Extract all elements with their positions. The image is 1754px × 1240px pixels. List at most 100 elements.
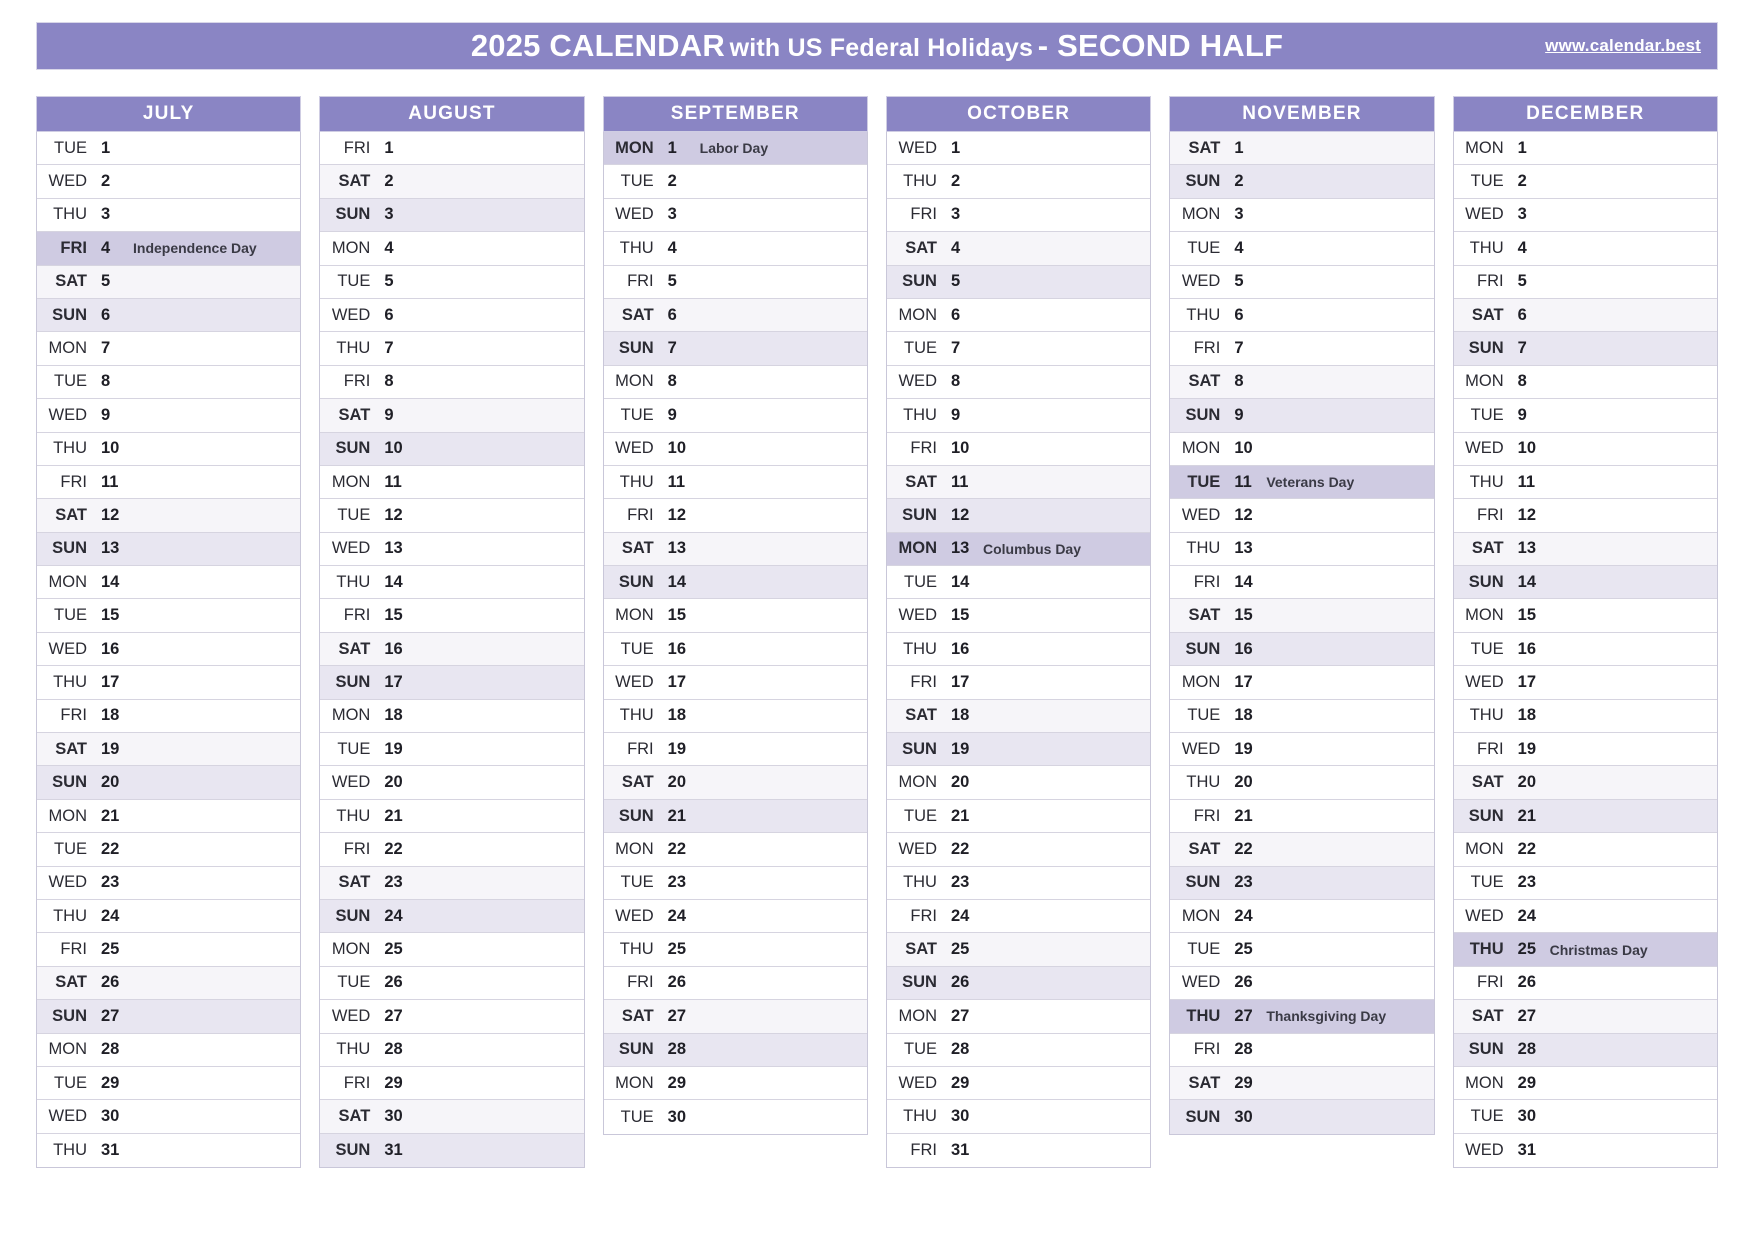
day-row[interactable]: TUE 9 (1453, 399, 1717, 433)
day-row[interactable]: SUN 24 (320, 899, 584, 934)
day-row[interactable]: WED 24 (1453, 899, 1717, 934)
day-row[interactable]: SUN 20 (37, 766, 301, 800)
day-row[interactable]: MON 1 (1453, 132, 1717, 166)
day-row[interactable]: TUE 9 (603, 399, 867, 433)
day-row[interactable]: MON 22 (603, 833, 867, 867)
day-row[interactable]: SAT 27 (1453, 1000, 1717, 1034)
day-row[interactable]: MON 17 (1170, 666, 1434, 700)
day-row[interactable]: SUN 12 (886, 499, 1151, 533)
day-row[interactable]: SUN 31 (320, 1133, 584, 1168)
day-row[interactable]: WED 17 (1453, 666, 1717, 700)
day-row[interactable]: WED 2 (37, 165, 301, 199)
day-row[interactable]: SUN 13 (37, 532, 301, 567)
day-row[interactable]: MON 24 (1170, 899, 1434, 934)
day-row[interactable]: SAT 27 (603, 1000, 867, 1034)
day-row[interactable]: SUN 5 (886, 265, 1151, 299)
day-row[interactable]: SUN 19 (886, 733, 1151, 767)
day-row[interactable]: MON 7 (37, 332, 301, 366)
day-row[interactable]: WED 24 (603, 899, 867, 934)
day-row[interactable]: SAT 16 (320, 632, 584, 667)
day-row[interactable]: FRI 7 (1170, 332, 1434, 366)
day-row[interactable]: WED 9 (37, 399, 301, 433)
day-row[interactable]: WED 3 (1453, 198, 1717, 233)
day-row[interactable]: FRI 19 (1453, 733, 1717, 767)
day-row[interactable]: SAT 22 (1170, 833, 1434, 867)
day-row[interactable]: TUE 23 (1453, 866, 1717, 900)
day-row[interactable]: WED 22 (886, 833, 1151, 867)
day-row[interactable]: FRI 10 (886, 432, 1151, 466)
day-row[interactable]: SUN 26 (886, 966, 1151, 1001)
day-row[interactable]: WED 1 (886, 132, 1151, 166)
day-row[interactable]: SAT 29 (1170, 1066, 1434, 1101)
day-row[interactable]: SUN 2 (1170, 165, 1434, 199)
day-row[interactable]: THU 6 (1170, 298, 1434, 333)
day-row[interactable]: SAT 1 (1170, 132, 1434, 166)
day-row[interactable]: SAT 13 (603, 532, 867, 567)
day-row[interactable]: TUE 29 (37, 1066, 301, 1101)
day-row[interactable]: SAT 25 (886, 933, 1151, 967)
day-row[interactable]: MON 4 (320, 232, 584, 266)
day-row[interactable]: THU 31 (37, 1133, 301, 1168)
day-row[interactable]: TUE 23 (603, 866, 867, 900)
day-row[interactable]: FRI 28 (1170, 1033, 1434, 1067)
day-row[interactable]: WED 27 (320, 1000, 584, 1034)
day-row[interactable]: TUE 21 (886, 799, 1151, 834)
day-row[interactable]: TUE 1 (37, 132, 301, 166)
day-row[interactable]: WED 10 (1453, 432, 1717, 466)
day-row-holiday[interactable]: TUE 11 Veterans Day (1170, 465, 1434, 500)
website-link[interactable]: www.calendar.best (1545, 36, 1701, 55)
day-row[interactable]: SUN 7 (1453, 332, 1717, 366)
day-row[interactable]: THU 4 (603, 232, 867, 266)
day-row[interactable]: WED 6 (320, 298, 584, 333)
day-row[interactable]: FRI 26 (1453, 966, 1717, 1001)
day-row[interactable]: FRI 12 (603, 499, 867, 533)
day-row[interactable]: SAT 9 (320, 399, 584, 433)
day-row-holiday[interactable]: FRI 4 Independence Day (37, 232, 301, 266)
day-row[interactable]: SUN 21 (1453, 799, 1717, 834)
day-row[interactable]: FRI 18 (37, 699, 301, 734)
day-row[interactable]: FRI 26 (603, 966, 867, 1001)
day-row[interactable]: SUN 16 (1170, 632, 1434, 667)
day-row[interactable]: SAT 30 (320, 1100, 584, 1134)
day-row[interactable]: SUN 6 (37, 298, 301, 333)
day-row[interactable]: TUE 30 (1453, 1100, 1717, 1134)
day-row[interactable]: WED 13 (320, 532, 584, 567)
day-row[interactable]: SUN 30 (1170, 1100, 1434, 1134)
day-row-holiday[interactable]: THU 25 Christmas Day (1453, 933, 1717, 967)
day-row[interactable]: MON 15 (1453, 599, 1717, 633)
day-row[interactable]: TUE 12 (320, 499, 584, 533)
day-row[interactable]: THU 10 (37, 432, 301, 466)
day-row[interactable]: MON 21 (37, 799, 301, 834)
day-row[interactable]: SAT 2 (320, 165, 584, 199)
day-row[interactable]: THU 20 (1170, 766, 1434, 800)
day-row[interactable]: THU 7 (320, 332, 584, 366)
day-row[interactable]: THU 9 (886, 399, 1151, 433)
day-row[interactable]: THU 3 (37, 198, 301, 233)
day-row[interactable]: SUN 9 (1170, 399, 1434, 433)
day-row[interactable]: THU 16 (886, 632, 1151, 667)
day-row[interactable]: FRI 24 (886, 899, 1151, 934)
day-row[interactable]: THU 18 (1453, 699, 1717, 734)
day-row[interactable]: SAT 18 (886, 699, 1151, 734)
day-row[interactable]: THU 28 (320, 1033, 584, 1067)
day-row[interactable]: WED 10 (603, 432, 867, 466)
day-row[interactable]: MON 29 (603, 1066, 867, 1101)
day-row[interactable]: WED 16 (37, 632, 301, 667)
day-row[interactable]: WED 5 (1170, 265, 1434, 299)
day-row[interactable]: SUN 14 (603, 566, 867, 600)
day-row[interactable]: WED 12 (1170, 499, 1434, 533)
day-row[interactable]: SAT 26 (37, 966, 301, 1001)
day-row[interactable]: TUE 2 (1453, 165, 1717, 199)
day-row[interactable]: SUN 10 (320, 432, 584, 466)
day-row[interactable]: SUN 17 (320, 666, 584, 700)
day-row[interactable]: WED 30 (37, 1100, 301, 1134)
day-row[interactable]: SAT 8 (1170, 365, 1434, 400)
day-row[interactable]: SUN 3 (320, 198, 584, 233)
day-row[interactable]: SUN 27 (37, 1000, 301, 1034)
day-row[interactable]: FRI 29 (320, 1066, 584, 1101)
day-row[interactable]: SAT 20 (1453, 766, 1717, 800)
day-row[interactable]: SAT 4 (886, 232, 1151, 266)
day-row-holiday[interactable]: MON 1 Labor Day (603, 132, 867, 166)
day-row[interactable]: SAT 20 (603, 766, 867, 800)
day-row[interactable]: WED 23 (37, 866, 301, 900)
